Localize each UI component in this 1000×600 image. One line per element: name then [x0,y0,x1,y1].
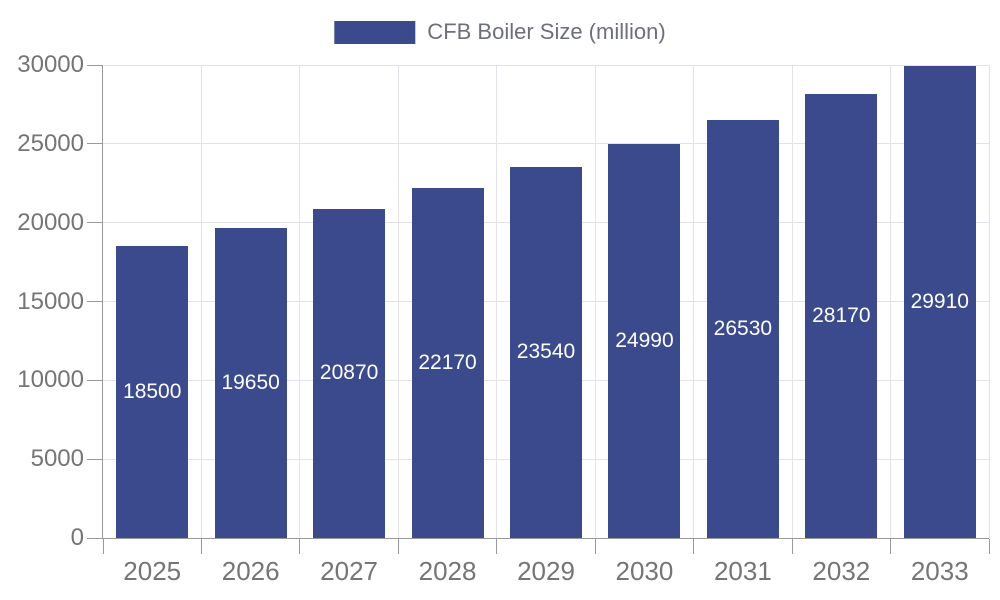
bar-value-label: 29910 [910,290,969,314]
y-tick-label: 20000 [17,208,84,236]
x-tick-label: 2031 [713,556,772,586]
bar-2028[interactable]: 22170 [411,188,484,538]
bar-2032[interactable]: 28170 [805,93,878,538]
x-axis-tick [988,539,990,554]
x-axis-tick [693,539,695,554]
x-tick-label: 2030 [615,556,674,586]
x-axis-tick [200,539,202,554]
y-tick-label: 0 [70,524,84,551]
y-axis-tick [87,537,103,539]
bar-value-label: 23540 [516,340,576,364]
bar-2033[interactable]: 29910 [903,66,976,538]
x-tick-label: 2032 [812,556,871,586]
y-axis-tick [87,143,103,145]
bar-2029[interactable]: 23540 [510,166,582,538]
bar-value-label: 20870 [319,361,379,385]
y-tick-label: 15000 [17,287,84,315]
gridline-vertical [397,65,399,538]
y-axis-tick [87,222,103,224]
y-axis-line [102,65,103,539]
gridline-vertical [693,65,695,538]
bar-2031[interactable]: 26530 [706,119,779,538]
x-axis-tick [890,539,892,554]
y-axis-tick [87,64,103,66]
y-axis-tick [87,301,103,302]
x-tick-label: 2025 [123,556,182,586]
bar-2025[interactable]: 18500 [116,246,189,538]
gridline-vertical [200,65,202,538]
x-axis-tick [397,539,399,554]
x-tick-label: 2027 [320,556,379,586]
legend-label: CFB Boiler Size (million) [427,19,666,44]
bar-value-label: 19650 [221,371,280,395]
gridline-vertical [988,65,990,538]
bar-value-label: 26530 [713,316,773,340]
legend[interactable]: CFB Boiler Size (million) [334,19,666,45]
gridline-horizontal [103,143,989,145]
y-tick-label: 30000 [17,51,84,78]
y-axis-tick [87,458,103,460]
bar-value-label: 24990 [615,328,674,352]
x-axis-tick [299,539,301,554]
bar-value-label: 28170 [812,303,871,327]
y-tick-label: 5000 [30,445,84,473]
x-tick-label: 2028 [418,556,477,586]
x-axis-tick [496,539,498,554]
bar-2026[interactable]: 19650 [214,228,287,538]
gridline-vertical [496,65,498,538]
x-axis-line [102,538,989,539]
y-axis-tick [87,379,103,381]
bar-value-label: 22170 [418,351,477,375]
x-axis-tick [594,539,596,554]
x-tick-label: 2029 [517,556,575,586]
gridline-vertical [890,65,892,538]
bar-2027[interactable]: 20870 [313,208,386,538]
gridline-vertical [594,65,596,538]
y-tick-label: 25000 [17,129,84,157]
y-tick-label: 10000 [17,366,84,394]
gridline-vertical [299,65,301,538]
x-axis-tick [102,539,104,554]
x-tick-label: 2033 [910,556,969,586]
gridline-horizontal [103,64,989,66]
gridline-vertical [791,65,793,538]
legend-swatch [334,20,416,44]
bar-value-label: 18500 [123,380,182,404]
bar-2030[interactable]: 24990 [608,143,681,538]
x-axis-tick [791,539,793,554]
x-tick-label: 2026 [221,556,280,586]
